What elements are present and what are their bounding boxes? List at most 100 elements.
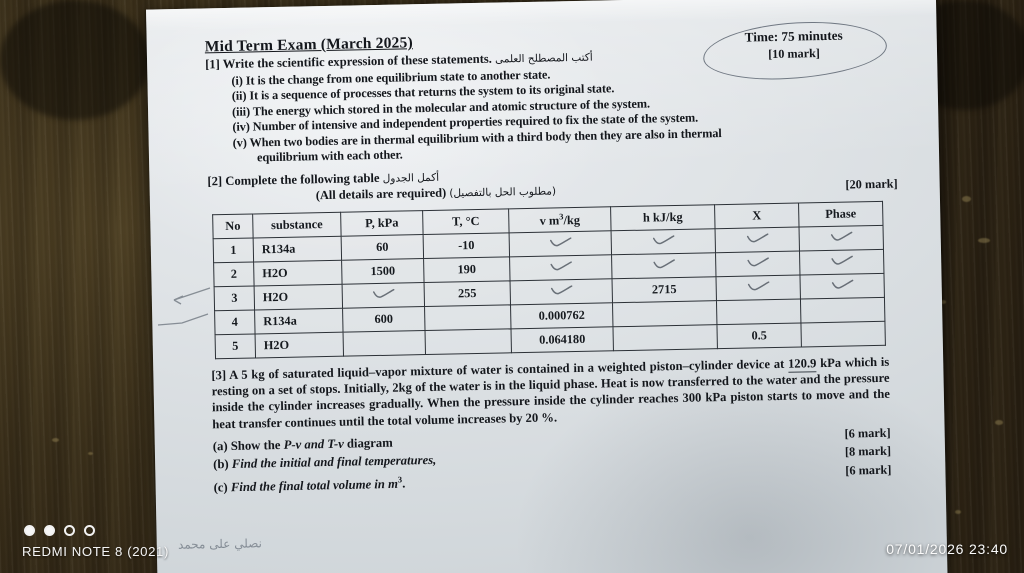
q3-part-a-label: (a): [212, 438, 228, 454]
cell-phase: [799, 273, 885, 300]
handwritten-check-mark: [652, 259, 675, 270]
cell-no: 3: [214, 286, 255, 311]
photo-timestamp: 07/01/2026 23:40: [886, 541, 1008, 557]
desk-speck: [978, 238, 990, 243]
cell-phase: [800, 297, 885, 324]
cell-temperature: [424, 304, 511, 331]
q3-part-c-text: Find the final total volume in m: [230, 476, 399, 495]
handwritten-check-mark: [831, 279, 853, 291]
cell-pressure: [342, 282, 425, 309]
col-header-no: No: [212, 214, 254, 239]
q3-part-c-label: (c): [213, 480, 228, 495]
camera-watermark: REDMI NOTE 8 (2021): [22, 525, 169, 559]
cell-quality: [716, 299, 801, 325]
col-header-specific-volume: v m3/kg: [508, 206, 612, 233]
col-header-quality: X: [714, 203, 800, 229]
q1-prompt-arabic: أكتب المصطلح العلمى: [494, 51, 593, 66]
col-header-pressure: P, kPa: [340, 210, 424, 237]
handwritten-check-mark: [747, 281, 769, 292]
camera-dot-2: [44, 525, 55, 536]
cell-enthalpy: 2715: [612, 276, 717, 303]
q2-subnote-arabic: (مطلوب الحل بالتفصيل): [449, 185, 557, 200]
camera-dot-4: [84, 525, 95, 536]
cell-pressure: 600: [342, 306, 426, 333]
cell-substance: R134a: [254, 308, 344, 335]
cell-no: 2: [213, 262, 255, 287]
cell-enthalpy: [611, 228, 716, 255]
q3-part-b-emphasis: initial and final temperatures,: [279, 453, 437, 471]
q3-part-a-text: Show the: [230, 437, 284, 453]
time-label: Time: 75 minutes: [744, 27, 843, 45]
cell-quality: [715, 251, 800, 277]
desk-speck: [52, 438, 59, 442]
cell-quality: 0.5: [716, 323, 802, 349]
q2-number: [2]: [207, 174, 223, 189]
q3-initial-pressure-value: 120.9: [787, 356, 817, 373]
cell-temperature: 255: [424, 280, 511, 307]
q2-subnote-text: (All details are required): [315, 185, 447, 203]
desk-speck: [940, 300, 946, 304]
q3-part-b-mark: [8 mark]: [844, 444, 892, 460]
q2-prompt-arabic: أكمل الجدول: [382, 171, 440, 185]
q2-mark: [20 mark]: [845, 176, 898, 192]
col-header-phase: Phase: [798, 201, 883, 228]
cell-substance: R134a: [253, 236, 342, 263]
handwritten-check-mark: [549, 261, 572, 272]
q1-number: [1]: [204, 57, 220, 72]
handwritten-check-mark: [652, 235, 674, 246]
cell-specific-volume: [509, 254, 613, 281]
cell-temperature: -10: [423, 232, 510, 259]
handwritten-arabic-note: نصلي على محمد: [177, 536, 263, 552]
col-header-enthalpy: h kJ/kg: [610, 204, 716, 231]
cell-temperature: 190: [423, 256, 511, 283]
handwritten-check-mark: [746, 257, 769, 268]
camera-model-label: REDMI NOTE 8 (2021): [22, 544, 169, 559]
cell-phase: [799, 225, 884, 252]
col-header-substance: substance: [252, 212, 342, 239]
cell-pressure: [343, 330, 426, 357]
q3-part-c-text-post: 3.: [397, 474, 406, 491]
desk-speck: [995, 420, 1003, 425]
q3-part-a-emphasis: P-v and T-v: [283, 436, 344, 452]
cell-substance: H2O: [255, 332, 344, 359]
cell-phase: [799, 249, 884, 276]
q1-item-v-label: (v): [232, 135, 247, 150]
cell-phase: [800, 321, 886, 348]
properties-table: No substance P, kPa T, °C v m3/kg h kJ/k…: [212, 201, 886, 359]
q1-item-i-label: (i): [231, 73, 243, 88]
cell-quality: [715, 227, 800, 253]
handwritten-check-mark: [746, 233, 768, 244]
q1-item-iv-label: (iv): [232, 119, 250, 135]
q3-part-a-text-post: diagram: [343, 435, 393, 451]
cell-no: 4: [214, 310, 256, 335]
desk-speck: [962, 196, 971, 202]
cell-temperature: [425, 328, 512, 355]
camera-dot-1: [24, 525, 35, 536]
q3-part-b-text: Find the: [231, 456, 280, 472]
cell-specific-volume: [509, 230, 612, 257]
handwritten-check-mark: [830, 231, 852, 243]
cell-substance: H2O: [254, 284, 343, 311]
handwritten-check-mark: [830, 255, 853, 267]
q3-number: [3]: [211, 368, 227, 383]
question-3-parts: (a) Show the P-v and T-v diagram [6 mark…: [213, 423, 904, 497]
q3-part-a-mark: [6 mark]: [844, 425, 891, 441]
cell-pressure: 1500: [341, 258, 425, 285]
desk-shadow: [0, 0, 150, 120]
cell-specific-volume: 0.064180: [510, 326, 614, 353]
desk-speck: [955, 510, 961, 514]
exam-paper-sheet: Time: 75 minutes [10 mark] Mid Term Exam…: [146, 0, 948, 573]
cell-specific-volume: [510, 278, 613, 305]
cell-enthalpy: [611, 252, 716, 279]
q1-item-iii-label: (iii): [231, 104, 251, 119]
cell-substance: H2O: [253, 260, 343, 287]
cell-enthalpy: [612, 300, 717, 327]
q2-prompt-text: Complete the following table: [225, 170, 380, 189]
cell-no: 1: [213, 238, 254, 263]
q3-part-c-mark: [6 mark]: [845, 462, 892, 478]
q1-item-ii-label: (ii): [231, 88, 247, 103]
time-allowance-block: Time: 75 minutes [10 mark]: [701, 17, 889, 84]
handwritten-check-mark: [372, 289, 394, 300]
cell-no: 5: [215, 334, 256, 359]
